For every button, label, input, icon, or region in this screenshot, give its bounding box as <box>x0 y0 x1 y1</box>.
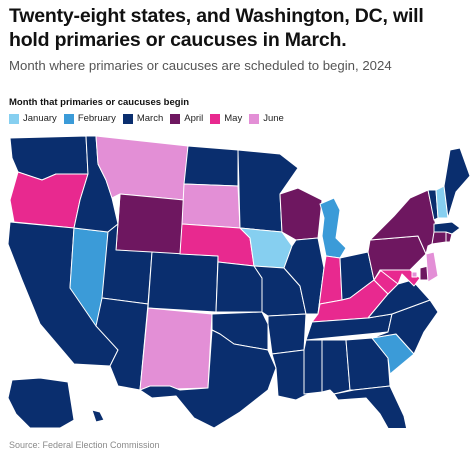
state-alaska <box>7 377 75 428</box>
state-florida <box>333 385 408 428</box>
state-new-mexico <box>139 307 213 391</box>
legend-swatch-january <box>9 113 19 124</box>
state-connecticut <box>431 231 447 245</box>
legend-item-march: March <box>122 113 164 124</box>
legend-label-may: May <box>224 113 243 124</box>
legend-label-january: January <box>23 113 57 124</box>
state-maryland <box>379 269 421 287</box>
legend-item-january: January <box>9 113 57 124</box>
legend-item-february: February <box>63 113 116 124</box>
state-colorado <box>147 251 219 313</box>
legend-swatch-april <box>170 113 181 124</box>
state-arkansas <box>267 313 307 355</box>
legend-item-june: June <box>249 113 284 124</box>
state-new-jersey <box>425 251 439 283</box>
state-massachusetts <box>433 221 461 235</box>
legend-label-february: February <box>77 113 116 124</box>
chart-title: Twenty-eight states, and Washington, DC,… <box>9 5 424 51</box>
legend-item-may: May <box>210 113 242 124</box>
state-montana <box>95 135 189 201</box>
chart-subtitle: Month where primaries or caucuses are sc… <box>9 58 392 73</box>
state-district-of-columbia <box>411 271 418 278</box>
legend-label-april: April <box>184 113 204 124</box>
source-note: Source: Federal Election Commission <box>9 440 160 450</box>
state-mississippi <box>303 339 323 395</box>
legend-label-june: June <box>263 113 284 124</box>
state-wyoming <box>115 193 185 257</box>
legend-swatch-march <box>122 113 133 124</box>
state-wisconsin <box>279 187 323 241</box>
us-map-svg <box>7 135 471 428</box>
legend-label-march: March <box>136 113 164 124</box>
state-south-dakota <box>181 183 241 229</box>
state-alabama <box>321 339 351 395</box>
legend-item-april: April <box>170 113 203 124</box>
legend-swatch-june <box>249 113 260 124</box>
state-kansas <box>215 261 263 313</box>
state-north-dakota <box>183 145 239 187</box>
legend-title: Month that primaries or caucuses begin <box>9 97 190 108</box>
us-map <box>0 128 474 428</box>
legend-swatch-february <box>63 113 74 124</box>
state-michigan <box>319 197 347 259</box>
state-maine <box>443 147 471 219</box>
state-north-carolina <box>371 299 439 355</box>
legend: January February March April May June <box>9 113 291 124</box>
state-texas <box>139 329 277 428</box>
legend-swatch-may <box>210 113 221 124</box>
state-hawaii <box>91 409 105 423</box>
